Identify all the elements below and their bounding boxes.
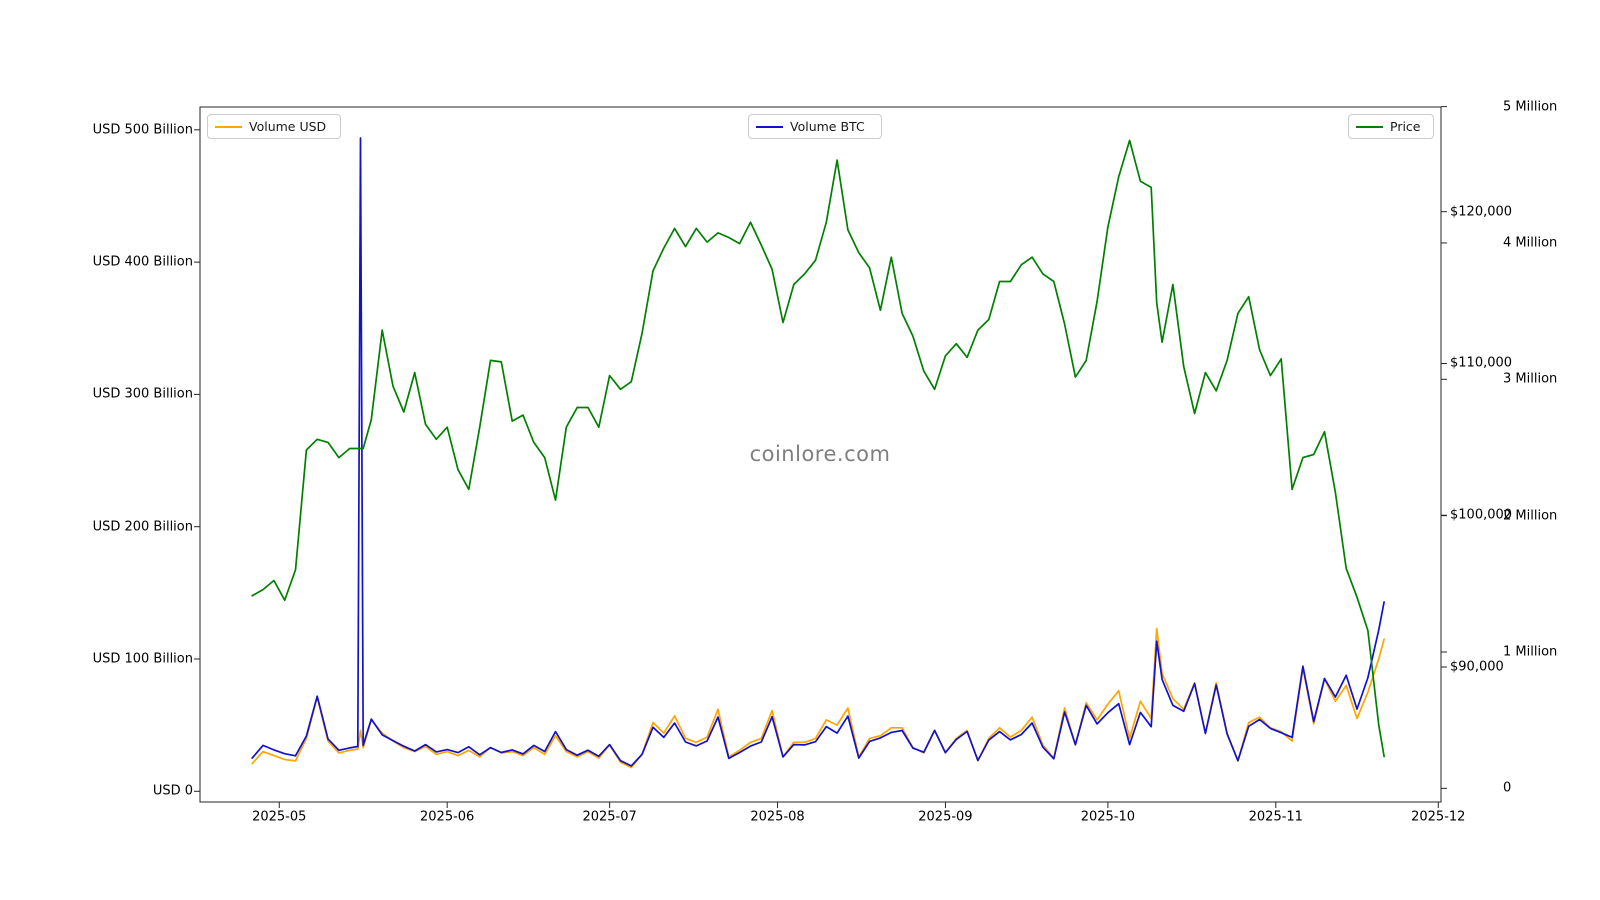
price-axis-tick-label: $100,000 bbox=[1450, 507, 1513, 523]
left-axis-tick-label: USD 500 Billion bbox=[92, 122, 193, 138]
x-axis-tick-label: 2025-08 bbox=[750, 809, 805, 825]
btc-axis-tick-label: 4 Million bbox=[1503, 235, 1558, 251]
price-line-swatch bbox=[1356, 125, 1383, 128]
left-axis-tick-label: USD 0 bbox=[152, 783, 193, 799]
price-axis-tick-label: $120,000 bbox=[1450, 204, 1513, 220]
price-line bbox=[251, 139, 1385, 758]
legend-volume-usd: Volume USD bbox=[207, 114, 341, 139]
watermark: coinlore.com bbox=[749, 442, 891, 466]
btc-axis-tick-label: 1 Million bbox=[1503, 644, 1558, 660]
left-axis-tick-label: USD 400 Billion bbox=[92, 254, 193, 270]
price-axis-tick-label: $110,000 bbox=[1450, 355, 1513, 371]
legend-volume-btc: Volume BTC bbox=[748, 114, 882, 139]
volume-btc-line-swatch bbox=[756, 125, 783, 128]
btc-axis-tick-label: 3 Million bbox=[1503, 371, 1558, 387]
x-axis-tick-label: 2025-05 bbox=[252, 809, 307, 825]
legend-volume-btc-label: Volume BTC bbox=[790, 119, 865, 134]
btc-axis-tick-label: 0 bbox=[1503, 780, 1512, 796]
left-axis-tick-label: USD 200 Billion bbox=[92, 519, 193, 535]
x-axis-tick-label: 2025-09 bbox=[918, 809, 973, 825]
btc-axis-tick-label: 5 Million bbox=[1503, 99, 1558, 115]
left-axis-tick-label: USD 100 Billion bbox=[92, 651, 193, 667]
legend-volume-usd-label: Volume USD bbox=[249, 119, 327, 134]
volume-usd-line-swatch bbox=[215, 125, 242, 128]
left-axis-tick-label: USD 300 Billion bbox=[92, 386, 193, 402]
legend-price: Price bbox=[1348, 114, 1434, 139]
x-axis-tick-label: 2025-12 bbox=[1411, 809, 1466, 825]
x-axis-tick-label: 2025-07 bbox=[582, 809, 637, 825]
volume-btc-line bbox=[251, 137, 1385, 767]
btc-axis-tick-label: 2 Million bbox=[1503, 508, 1558, 524]
price-axis-tick-label: $90,000 bbox=[1450, 659, 1504, 675]
x-axis-tick-label: 2025-11 bbox=[1248, 809, 1303, 825]
legend-price-label: Price bbox=[1390, 119, 1421, 134]
x-axis-tick-label: 2025-10 bbox=[1080, 809, 1136, 825]
x-axis-tick-label: 2025-06 bbox=[420, 809, 475, 825]
